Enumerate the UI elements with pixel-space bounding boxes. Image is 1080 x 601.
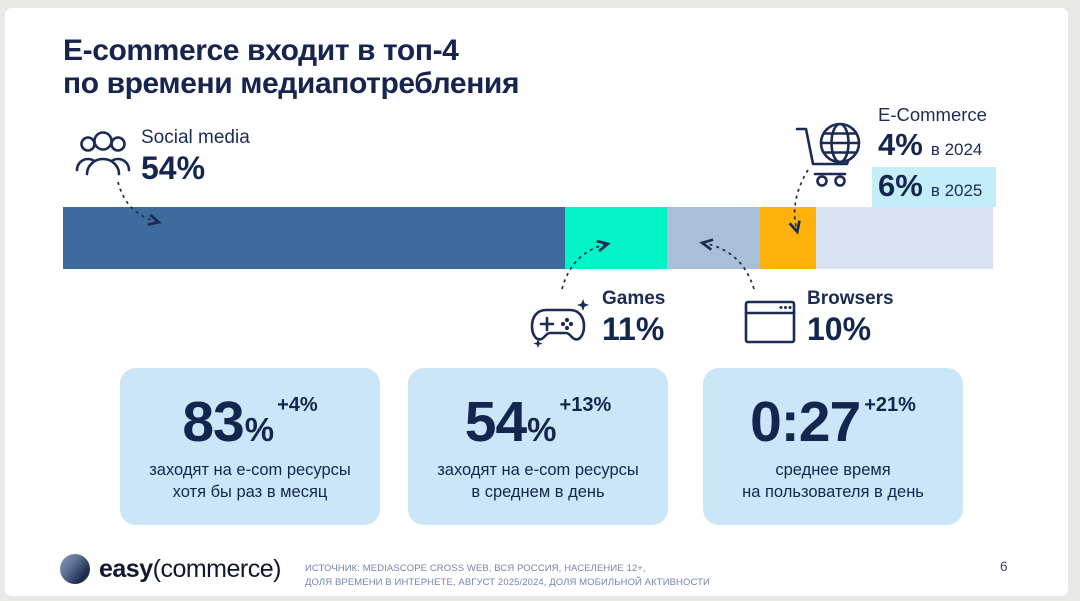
- callout-games: Games 11%: [526, 288, 666, 349]
- title-line2: по времени медиапотребления: [63, 67, 520, 100]
- card-unit: %: [244, 411, 275, 448]
- callout-browsers: Browsers 10%: [743, 288, 894, 347]
- logo-sphere-icon: [60, 554, 90, 584]
- card-unit: %: [527, 411, 557, 448]
- card-delta: +4%: [277, 394, 318, 416]
- ecom-2025-value: 6%: [878, 167, 923, 203]
- browsers-value: 10%: [807, 310, 872, 347]
- card-value: 0:27: [750, 390, 861, 454]
- callout-social-media: Social media 54%: [75, 127, 250, 186]
- card-value-row: 83 % +4%: [120, 394, 380, 451]
- games-label: Games: [602, 288, 666, 309]
- bar-segment-browsers: [667, 207, 761, 269]
- source-line2: ДОЛЯ ВРЕМЕНИ В ИНТЕРНЕТЕ, АВГУСТ 2025/20…: [305, 576, 710, 588]
- card-value-row: 54 % +13%: [408, 394, 668, 451]
- page-title: E-commerce входит в топ-4 по времени мед…: [63, 34, 519, 100]
- ecom-2024-year: в 2024: [930, 140, 983, 159]
- slide: E-commerce входит в топ-4 по времени мед…: [5, 8, 1068, 596]
- bar-segment-other: [816, 207, 993, 269]
- source-line1: ИСТОЧНИК: MEDIASCOPE CROSS WEB, ВСЯ РОСС…: [305, 563, 646, 574]
- ecom-2025-year: в 2025: [930, 180, 983, 200]
- ecom-2024-row: 4% в 2024: [872, 126, 996, 167]
- card-caption: заходят на e-com ресурсы хотя бы раз в м…: [149, 461, 351, 501]
- people-group-icon: [75, 128, 131, 178]
- ecommerce-label: E-Commerce: [878, 104, 987, 125]
- stacked-bar: [63, 207, 993, 269]
- bar-segment-social-media: [63, 207, 566, 269]
- bar-segment-games: [565, 207, 668, 269]
- browser-window-icon: [743, 299, 797, 345]
- social-media-label: Social media: [141, 127, 250, 148]
- gamepad-icon: [526, 297, 592, 349]
- source-note: ИСТОЧНИК: MEDIASCOPE CROSS WEB, ВСЯ РОСС…: [305, 562, 745, 590]
- card-value: 54: [464, 390, 527, 454]
- title-line1: E-commerce входит в топ-4: [63, 34, 459, 67]
- bar-segment-e-commerce: [760, 207, 817, 269]
- logo-text: easy(commerce): [99, 554, 281, 583]
- browsers-label: Browsers: [807, 288, 894, 309]
- games-value: 11%: [602, 310, 665, 347]
- page-number: 6: [1000, 559, 1008, 574]
- cart-globe-icon: [793, 118, 871, 190]
- ecom-2025-row: 6% в 2025: [872, 166, 996, 208]
- card-value-row: 0:27 +21%: [703, 394, 963, 451]
- card-delta: +21%: [864, 394, 916, 416]
- card-caption: среднее время на пользователя в день: [742, 461, 924, 501]
- social-media-value: 54%: [141, 149, 206, 186]
- card-caption: заходят на e-com ресурсы в среднем в ден…: [437, 461, 639, 501]
- ecom-2024-value: 4%: [878, 127, 923, 162]
- easy-commerce-logo: easy(commerce): [60, 554, 281, 584]
- card-delta: +13%: [559, 394, 612, 416]
- stat-card-monthly-reach: 83 % +4% заходят на e-com ресурсы хотя б…: [120, 368, 380, 525]
- card-value: 83: [182, 390, 244, 454]
- stat-card-avg-time: 0:27 +21% среднее время на пользователя …: [703, 368, 963, 525]
- stat-card-daily-reach: 54 % +13% заходят на e-com ресурсы в сре…: [408, 368, 668, 525]
